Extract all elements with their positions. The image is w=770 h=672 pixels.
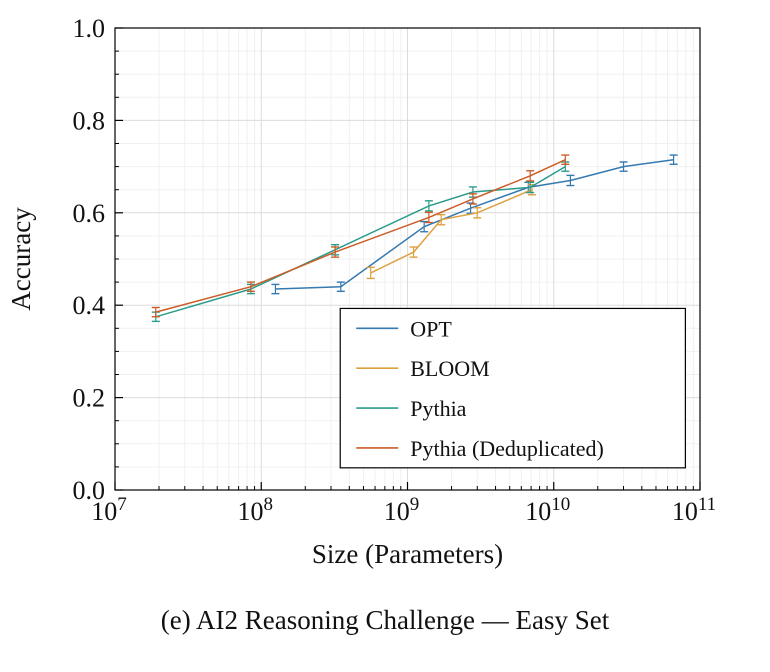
y-tick-label: 0.6 xyxy=(73,199,106,228)
y-tick-label: 0.8 xyxy=(73,106,106,135)
x-tick-label: 107 xyxy=(91,494,127,526)
x-tick-label: 108 xyxy=(238,494,274,526)
y-axis-label: Accuracy xyxy=(6,207,36,311)
series-pythia-deduplicated xyxy=(151,154,570,318)
x-tick-label: 1010 xyxy=(525,494,570,526)
legend-label: BLOOM xyxy=(410,356,489,381)
legend: OPT BLOOM Pythia Pythia (Deduplicated) xyxy=(339,307,686,469)
y-axis: 0.0 0.2 0.4 0.6 0.8 1.0 xyxy=(73,14,123,505)
series-line-opt xyxy=(275,158,674,290)
legend-label: Pythia xyxy=(410,396,466,421)
accuracy-vs-size-chart: 107 108 109 1010 1011 0.0 0.2 0.4 0.6 0.8 1.0 Size … xyxy=(6,14,716,569)
x-axis: 107 108 109 1010 1011 xyxy=(91,482,716,526)
legend-item-opt: OPT xyxy=(356,316,452,341)
x-axis-label: Size (Parameters) xyxy=(312,539,503,569)
y-tick-label: 0.0 xyxy=(73,476,106,505)
y-tick-label: 1.0 xyxy=(73,14,106,43)
y-tick-label: 0.4 xyxy=(73,291,106,320)
series-opt xyxy=(271,154,678,295)
legend-item-bloom: BLOOM xyxy=(356,356,490,381)
y-tick-label: 0.2 xyxy=(73,384,106,413)
legend-item-pythia: Pythia xyxy=(356,396,467,421)
legend-label: Pythia (Deduplicated) xyxy=(410,436,604,461)
x-tick-label: 1011 xyxy=(672,494,716,526)
legend-item-pythia-deduplicated: Pythia (Deduplicated) xyxy=(356,436,604,461)
figure-caption: (e) AI2 Reasoning Challenge — Easy Set xyxy=(160,605,610,635)
legend-label: OPT xyxy=(410,316,452,341)
x-tick-label: 109 xyxy=(384,494,420,526)
legend-box xyxy=(339,307,686,469)
